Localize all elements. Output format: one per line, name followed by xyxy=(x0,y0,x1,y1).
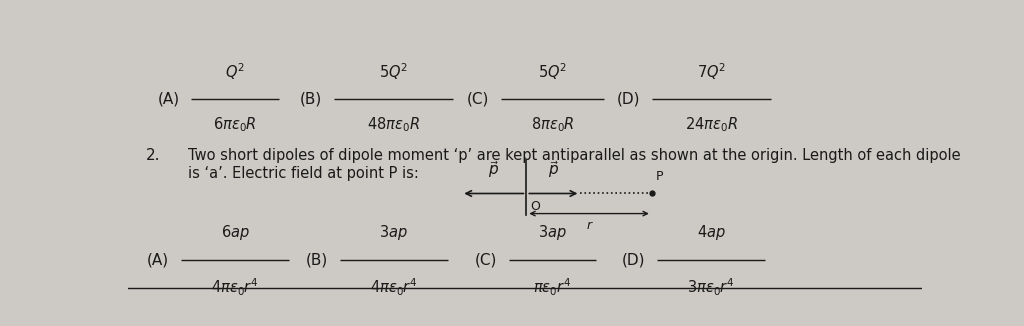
Text: $4\pi\varepsilon_0 r^4$: $4\pi\varepsilon_0 r^4$ xyxy=(211,276,259,298)
Text: $5Q^2$: $5Q^2$ xyxy=(379,61,409,82)
Text: $7Q^2$: $7Q^2$ xyxy=(696,61,726,82)
Text: $4\pi\varepsilon_0 r^4$: $4\pi\varepsilon_0 r^4$ xyxy=(370,276,418,298)
Text: $3ap$: $3ap$ xyxy=(380,223,409,243)
Text: (B): (B) xyxy=(306,253,328,268)
Text: $\vec{p}$: $\vec{p}$ xyxy=(548,159,559,180)
Text: $3ap$: $3ap$ xyxy=(539,223,567,243)
Text: $4ap$: $4ap$ xyxy=(697,223,726,243)
Text: Two short dipoles of dipole moment ‘p’ are kept antiparallel as shown at the ori: Two short dipoles of dipole moment ‘p’ a… xyxy=(187,148,961,163)
Text: $6\pi\varepsilon_0 R$: $6\pi\varepsilon_0 R$ xyxy=(213,116,257,134)
Text: P: P xyxy=(655,170,664,184)
Text: $5Q^2$: $5Q^2$ xyxy=(538,61,567,82)
Text: (C): (C) xyxy=(475,253,497,268)
Text: (A): (A) xyxy=(147,253,169,268)
Text: (D): (D) xyxy=(616,92,640,107)
Text: is ‘a’. Electric field at point P is:: is ‘a’. Electric field at point P is: xyxy=(187,166,419,181)
Text: $\vec{p}$: $\vec{p}$ xyxy=(488,159,500,180)
Text: $8\pi\varepsilon_0 R$: $8\pi\varepsilon_0 R$ xyxy=(530,116,574,134)
Text: $Q^2$: $Q^2$ xyxy=(225,61,245,82)
Text: (A): (A) xyxy=(158,92,179,107)
Text: $48\pi\varepsilon_0 R$: $48\pi\varepsilon_0 R$ xyxy=(368,116,421,134)
Text: r: r xyxy=(587,219,592,231)
Text: (D): (D) xyxy=(622,253,645,268)
Text: $3\pi\varepsilon_0 r^4$: $3\pi\varepsilon_0 r^4$ xyxy=(687,276,735,298)
Text: (B): (B) xyxy=(300,92,323,107)
Text: $\pi\varepsilon_0 r^4$: $\pi\varepsilon_0 r^4$ xyxy=(534,276,571,298)
Text: $24\pi\varepsilon_0 R$: $24\pi\varepsilon_0 R$ xyxy=(685,116,738,134)
Text: (C): (C) xyxy=(467,92,489,107)
Text: O: O xyxy=(530,200,541,213)
Text: $6ap$: $6ap$ xyxy=(221,223,250,243)
Text: 2.: 2. xyxy=(145,148,160,163)
